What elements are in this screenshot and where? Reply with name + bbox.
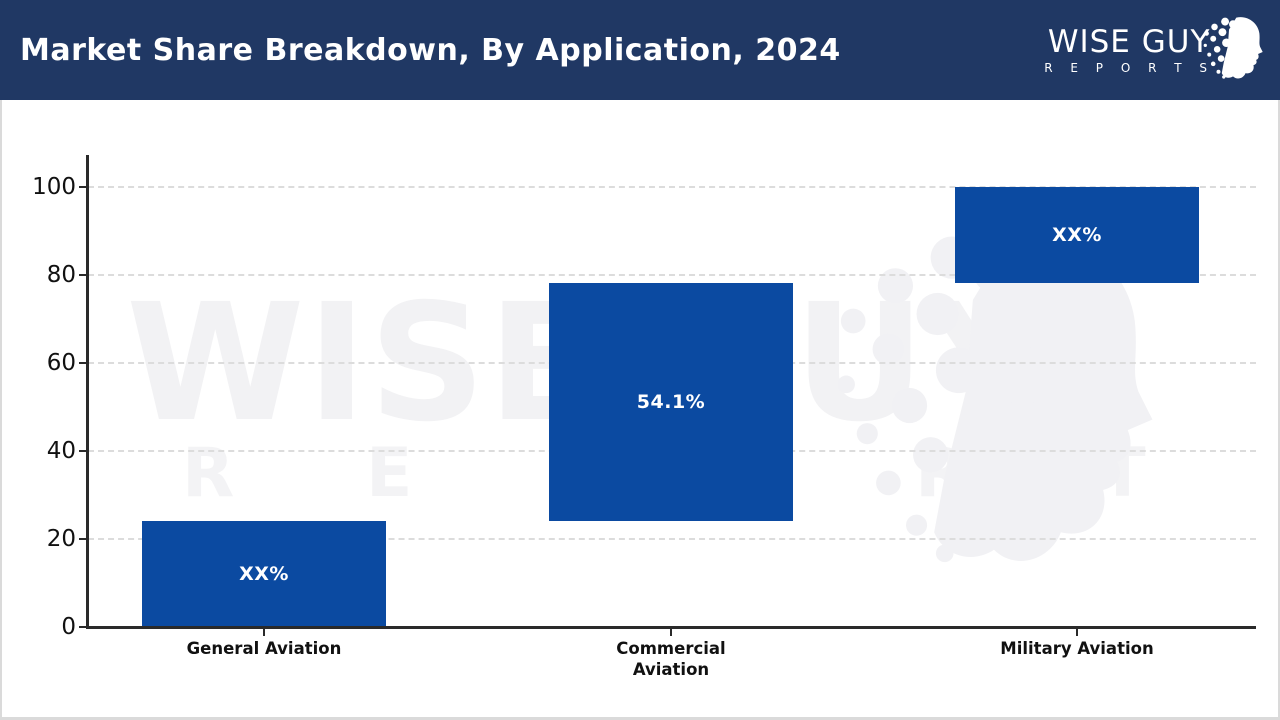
header-bar: Market Share Breakdown, By Application, … — [0, 0, 1280, 100]
page-border-right — [1278, 100, 1280, 720]
x-axis-spine — [86, 626, 1256, 629]
y-tick-mark — [79, 362, 87, 364]
y-tick-label: 40 — [46, 438, 76, 464]
y-tick-mark — [79, 450, 87, 452]
logo-text: WISE GUY R E P O R T S — [1044, 23, 1214, 75]
x-category-label: General Aviation — [186, 639, 342, 658]
y-tick-label: 0 — [61, 614, 76, 640]
page-border-left — [0, 100, 2, 720]
y-tick-mark — [79, 626, 87, 628]
page-title: Market Share Breakdown, By Application, … — [20, 32, 841, 68]
x-tick-mark — [263, 629, 265, 636]
y-tick-label: 20 — [46, 526, 76, 552]
x-category-label: Military Aviation — [1000, 639, 1154, 658]
bar-segment: 54.1% — [549, 282, 793, 521]
x-category-label: Commercial Aviation — [616, 639, 726, 679]
x-tick-mark — [670, 629, 672, 636]
y-gridline — [88, 186, 1256, 188]
wise-guy-reports-logo: WISE GUY R E P O R T S — [1044, 0, 1266, 100]
y-tick-mark — [79, 186, 87, 188]
y-tick-label: 100 — [32, 174, 76, 200]
bar-value-label: XX% — [1052, 223, 1102, 246]
bar-segment: XX% — [142, 520, 386, 627]
x-tick-mark — [1076, 629, 1078, 636]
y-tick-label: 80 — [46, 262, 76, 288]
bar-value-label: XX% — [239, 562, 289, 585]
y-tick-mark — [79, 274, 87, 276]
y-gridline — [88, 538, 1256, 540]
logo-subtitle: R E P O R T S — [1044, 60, 1214, 75]
bar-segment: XX% — [955, 187, 1199, 283]
logo-wordmark: WISE GUY — [1047, 23, 1211, 60]
y-axis-spine — [86, 155, 89, 629]
page-border-bottom — [0, 717, 1280, 720]
y-gridline — [88, 274, 1256, 276]
bar-value-label: 54.1% — [636, 390, 706, 413]
y-tick-label: 60 — [46, 350, 76, 376]
y-tick-mark — [79, 538, 87, 540]
